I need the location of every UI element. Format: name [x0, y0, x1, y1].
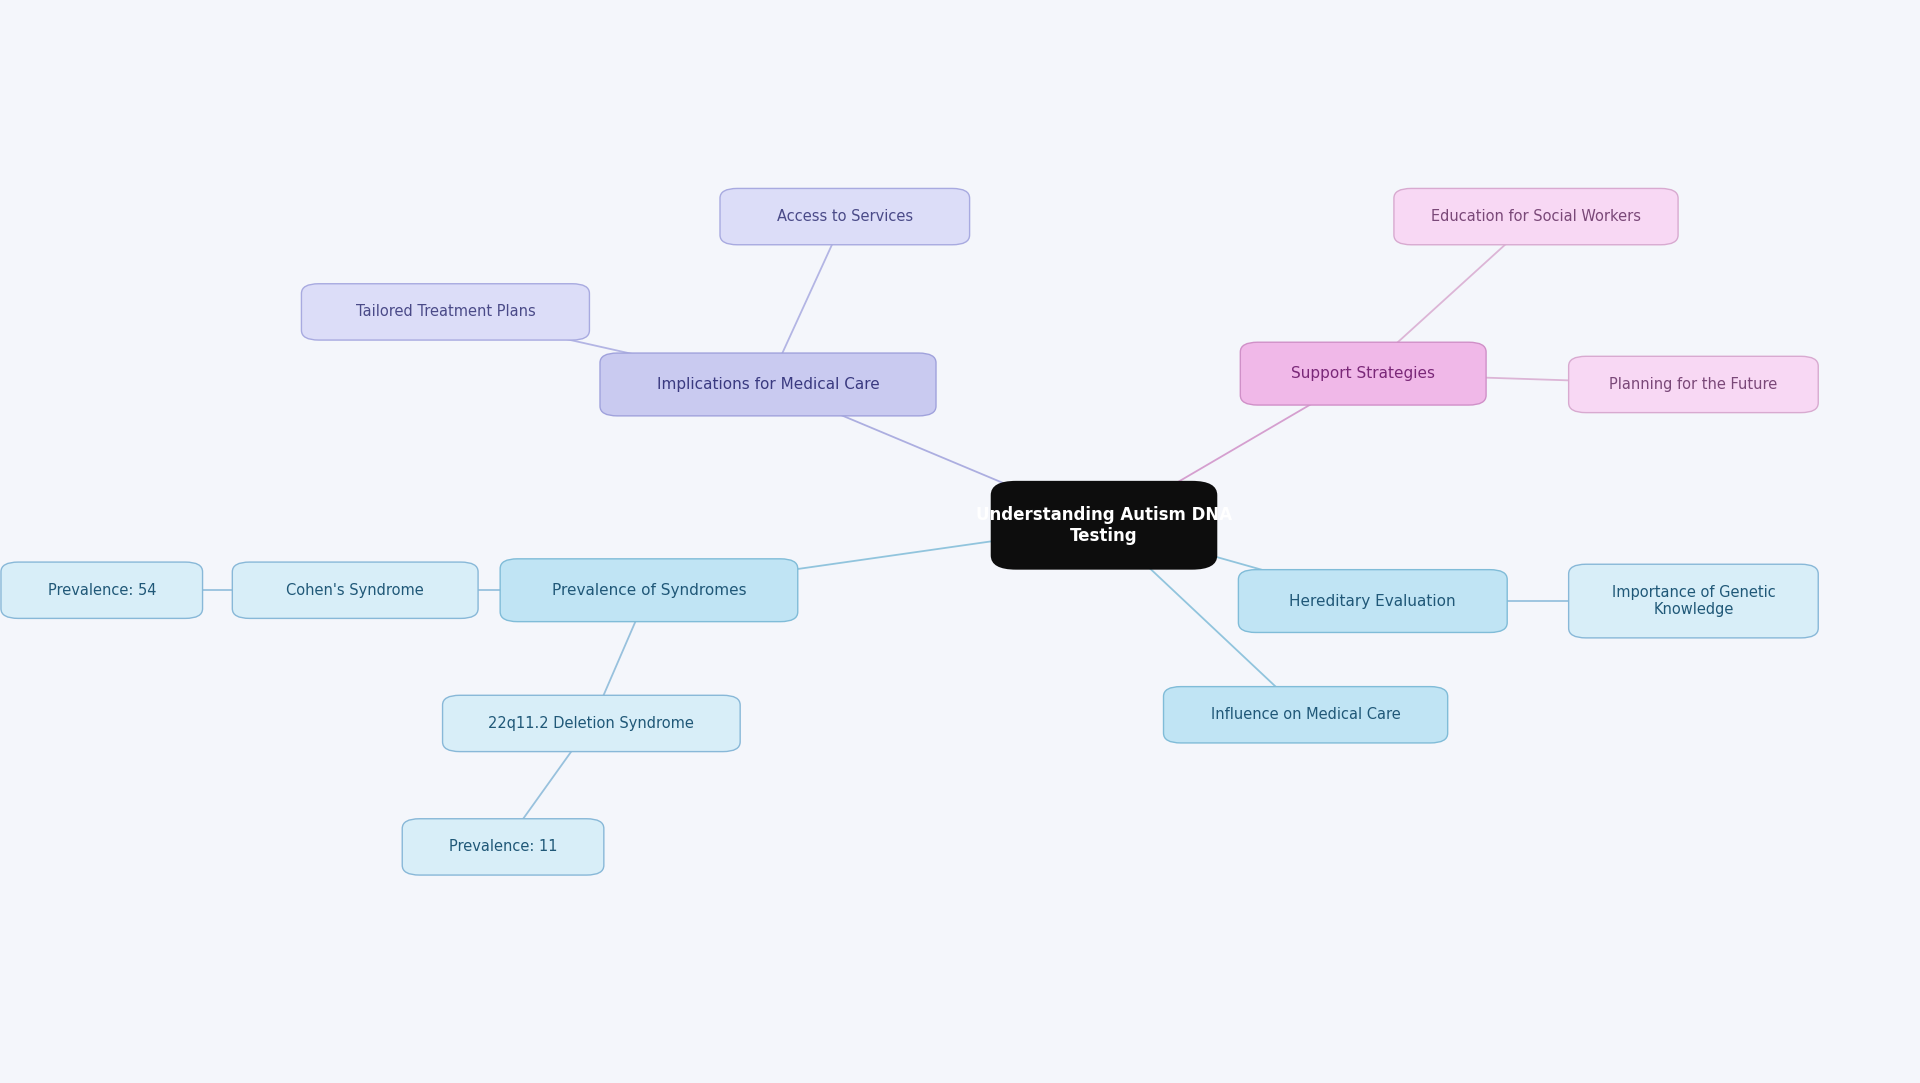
FancyBboxPatch shape	[301, 284, 589, 340]
FancyBboxPatch shape	[403, 819, 603, 875]
Text: Importance of Genetic
Knowledge: Importance of Genetic Knowledge	[1611, 585, 1776, 617]
Text: Support Strategies: Support Strategies	[1290, 366, 1434, 381]
Text: Understanding Autism DNA
Testing: Understanding Autism DNA Testing	[975, 506, 1233, 545]
Text: Access to Services: Access to Services	[778, 209, 912, 224]
FancyBboxPatch shape	[1164, 687, 1448, 743]
Text: Tailored Treatment Plans: Tailored Treatment Plans	[355, 304, 536, 319]
Text: Hereditary Evaluation: Hereditary Evaluation	[1290, 593, 1455, 609]
FancyBboxPatch shape	[720, 188, 970, 245]
FancyBboxPatch shape	[499, 559, 799, 622]
FancyBboxPatch shape	[1240, 342, 1486, 405]
FancyBboxPatch shape	[442, 695, 739, 752]
Text: Prevalence: 11: Prevalence: 11	[449, 839, 557, 854]
Text: Planning for the Future: Planning for the Future	[1609, 377, 1778, 392]
FancyBboxPatch shape	[991, 481, 1217, 570]
Text: Prevalence: 54: Prevalence: 54	[48, 583, 156, 598]
FancyBboxPatch shape	[1569, 356, 1818, 413]
FancyBboxPatch shape	[1569, 564, 1818, 638]
Text: Education for Social Workers: Education for Social Workers	[1430, 209, 1642, 224]
FancyBboxPatch shape	[599, 353, 937, 416]
Text: Prevalence of Syndromes: Prevalence of Syndromes	[551, 583, 747, 598]
FancyBboxPatch shape	[1394, 188, 1678, 245]
Text: Implications for Medical Care: Implications for Medical Care	[657, 377, 879, 392]
Text: 22q11.2 Deletion Syndrome: 22q11.2 Deletion Syndrome	[488, 716, 695, 731]
FancyBboxPatch shape	[2, 562, 204, 618]
FancyBboxPatch shape	[232, 562, 478, 618]
Text: Cohen's Syndrome: Cohen's Syndrome	[286, 583, 424, 598]
FancyBboxPatch shape	[1238, 570, 1507, 632]
Text: Influence on Medical Care: Influence on Medical Care	[1212, 707, 1400, 722]
